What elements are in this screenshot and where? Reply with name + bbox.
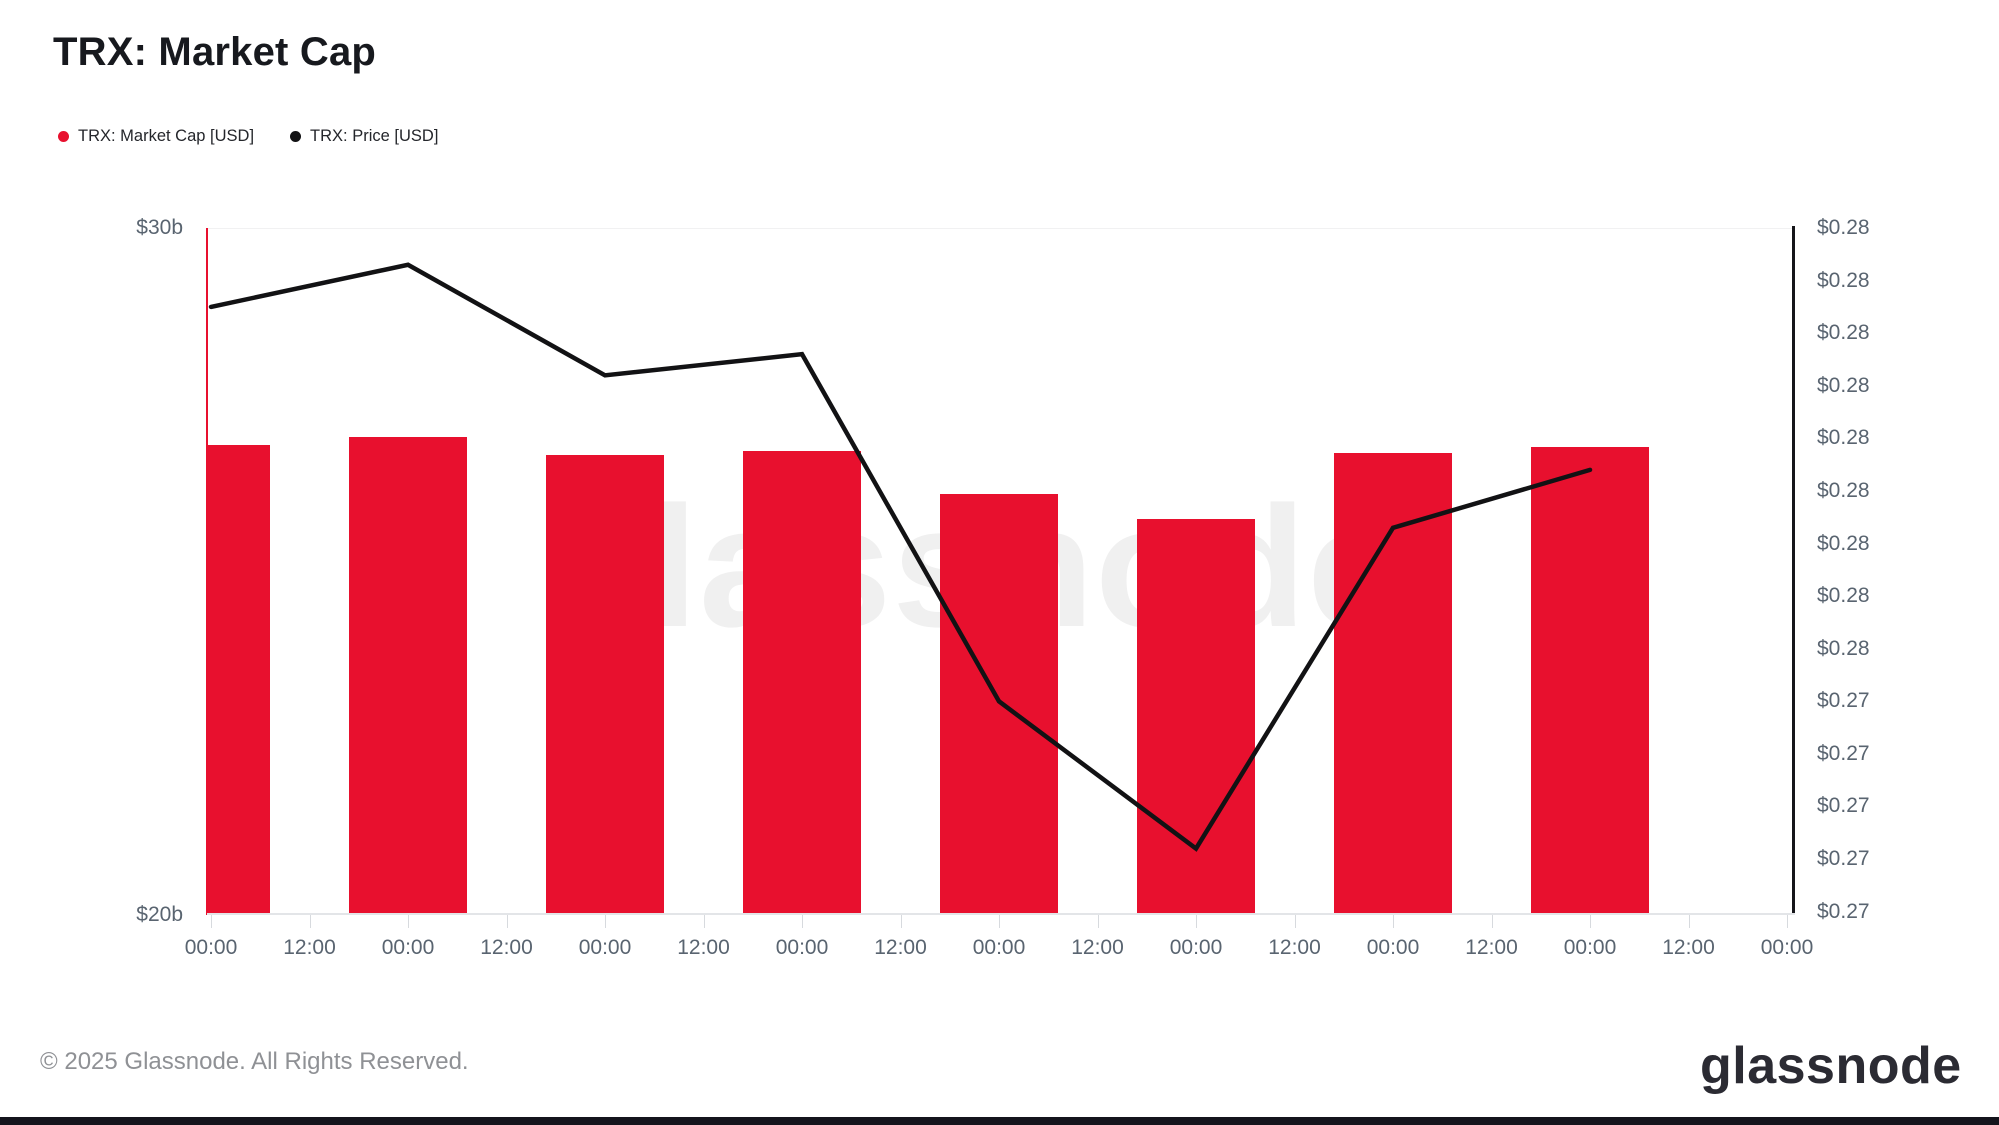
x-tick-mark [1097, 915, 1099, 928]
y-right-tick-label: $0.28 [1817, 268, 1870, 292]
market-cap-bar[interactable] [1334, 452, 1452, 915]
x-tick-label: 12:00 [874, 936, 927, 959]
y-right-tick-label: $0.28 [1817, 478, 1870, 502]
market-cap-legend-dot-icon [58, 131, 69, 142]
y-right-tick-label: $0.28 [1817, 584, 1870, 608]
copyright-text: © 2025 Glassnode. All Rights Reserved. [40, 1048, 469, 1075]
legend-item-label: TRX: Market Cap [USD] [78, 127, 255, 145]
y-right-tick-label: $0.28 [1817, 373, 1870, 397]
chart-title: TRX: Market Cap [53, 30, 377, 74]
legend-item-market-cap[interactable]: TRX: Market Cap [USD] [58, 127, 254, 146]
x-tick-label: 12:00 [1268, 936, 1321, 959]
x-tick-label: 12:00 [283, 936, 336, 959]
x-tick-label: 00:00 [381, 936, 435, 959]
x-tick-mark [211, 915, 212, 928]
x-tick-label: 00:00 [184, 936, 238, 959]
x-tick-mark [1294, 915, 1296, 928]
legend-item-price[interactable]: TRX: Price [USD] [290, 127, 438, 146]
market-cap-bar[interactable] [940, 493, 1058, 915]
legend: TRX: Market Cap [USD] TRX: Price [USD] [58, 127, 438, 146]
x-tick-label: 00:00 [1760, 936, 1814, 959]
x-tick-mark [605, 915, 606, 928]
x-tick-mark [1590, 915, 1591, 928]
x-tick-label: 12:00 [1071, 936, 1124, 959]
market-cap-bar[interactable] [1531, 447, 1649, 915]
x-tick-label: 12:00 [480, 936, 533, 959]
y-right-tick-label: $0.27 [1817, 689, 1870, 713]
x-tick-label: 00:00 [972, 936, 1026, 959]
x-axis-line [207, 913, 1795, 915]
y-left-tick-label: $30b [136, 216, 183, 239]
y-right-tick-label: $0.28 [1817, 321, 1870, 345]
x-tick-label: 00:00 [1563, 936, 1617, 959]
x-tick-mark [1688, 915, 1690, 928]
right-axis-line [1792, 226, 1795, 915]
plot-area[interactable] [208, 228, 1793, 915]
x-tick-mark [900, 915, 902, 928]
x-tick-label: 12:00 [1465, 936, 1518, 959]
x-tick-label: 12:00 [1662, 936, 1715, 959]
x-tick-label: 00:00 [1366, 936, 1420, 959]
x-tick-mark [1491, 915, 1493, 928]
y-right-tick-label: $0.27 [1817, 741, 1870, 765]
x-tick-mark [802, 915, 803, 928]
x-tick-mark [506, 915, 508, 928]
x-tick-mark [1196, 915, 1197, 928]
y-right-tick-label: $0.28 [1817, 531, 1870, 555]
y-right-tick-label: $0.28 [1817, 636, 1870, 660]
x-tick-label: 00:00 [578, 936, 632, 959]
legend-item-label: TRX: Price [USD] [310, 127, 439, 145]
x-tick-label: 00:00 [775, 936, 829, 959]
x-tick-mark [309, 915, 311, 928]
y-left-tick-label: $20b [136, 903, 183, 926]
x-tick-label: 00:00 [1169, 936, 1223, 959]
y-right-tick-label: $0.27 [1817, 794, 1870, 818]
x-tick-mark [999, 915, 1000, 928]
market-cap-bar[interactable] [208, 445, 270, 915]
y-right-tick-label: $0.27 [1817, 899, 1870, 923]
market-cap-bar[interactable] [546, 454, 664, 915]
x-tick-mark [1393, 915, 1394, 928]
market-cap-bar[interactable] [1137, 519, 1255, 915]
price-legend-dot-icon [290, 131, 302, 142]
glassnode-logo[interactable]: glassnode [1700, 1037, 1962, 1095]
y-right-tick-label: $0.28 [1817, 426, 1870, 450]
y-right-tick-label: $0.27 [1817, 847, 1870, 871]
x-tick-mark [408, 915, 409, 928]
x-tick-mark [1787, 915, 1788, 928]
top-gridline [208, 228, 1793, 229]
y-right-tick-label: $0.28 [1817, 216, 1870, 239]
market-cap-bar[interactable] [349, 436, 467, 915]
market-cap-bar[interactable] [743, 451, 861, 915]
x-tick-label: 12:00 [677, 936, 730, 959]
bottom-border-strip [0, 1117, 1999, 1125]
x-tick-mark [703, 915, 705, 928]
left-axis-line [206, 228, 208, 915]
